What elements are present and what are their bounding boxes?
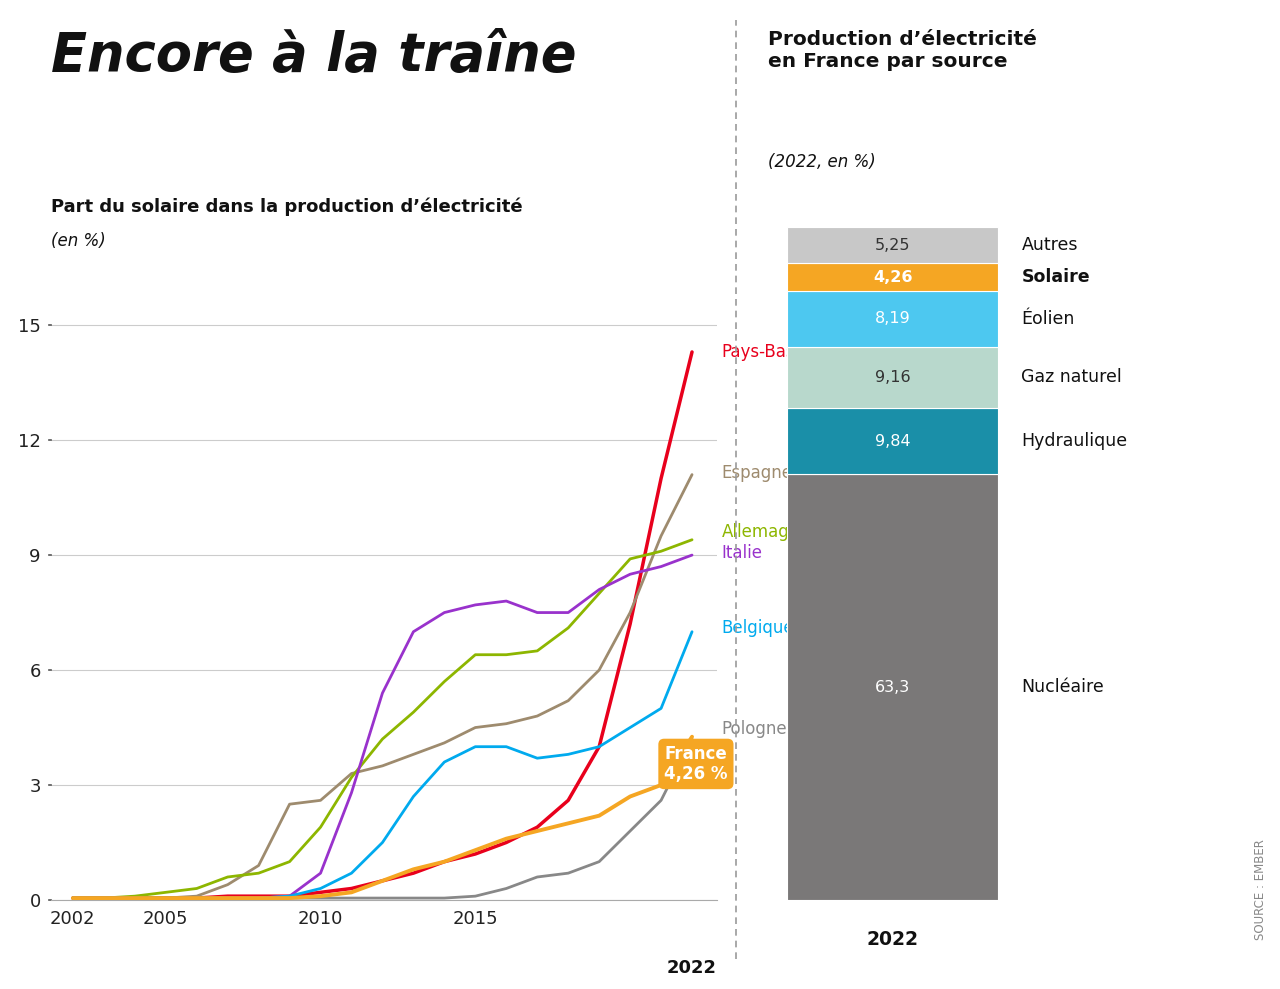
Text: Pologne: Pologne — [722, 720, 787, 739]
Bar — [787, 263, 998, 292]
Bar — [787, 475, 998, 900]
Text: Nucléaire: Nucléaire — [1021, 678, 1105, 696]
Text: 63,3: 63,3 — [876, 679, 910, 694]
Text: Italie: Italie — [722, 544, 763, 562]
Text: 5,25: 5,25 — [876, 237, 910, 252]
Text: 9,16: 9,16 — [876, 370, 910, 385]
Text: Solaire: Solaire — [1021, 268, 1091, 286]
Bar — [787, 292, 998, 346]
Text: Allemagne: Allemagne — [722, 523, 810, 541]
Bar — [787, 227, 998, 263]
Text: (en %): (en %) — [51, 232, 106, 250]
Bar — [787, 408, 998, 475]
Text: (2022, en %): (2022, en %) — [768, 153, 876, 171]
Text: 4,26: 4,26 — [873, 270, 913, 285]
Text: Encore à la traîne: Encore à la traîne — [51, 30, 577, 82]
Text: Hydraulique: Hydraulique — [1021, 432, 1128, 450]
Text: 9,84: 9,84 — [876, 434, 910, 449]
Text: Espagne: Espagne — [722, 464, 792, 482]
Text: Production d’électricité
en France par source: Production d’électricité en France par s… — [768, 30, 1037, 70]
Text: Éolien: Éolien — [1021, 310, 1075, 328]
Text: Part du solaire dans la production d’électricité: Part du solaire dans la production d’éle… — [51, 198, 522, 217]
Bar — [787, 346, 998, 408]
Text: Belgique: Belgique — [722, 619, 794, 637]
Text: SOURCE : EMBER: SOURCE : EMBER — [1254, 839, 1267, 940]
Text: Pays-Bas: Pays-Bas — [722, 343, 795, 361]
Text: 2022: 2022 — [867, 931, 919, 949]
Text: France
4,26 %: France 4,26 % — [664, 745, 727, 783]
Text: 2022: 2022 — [667, 959, 717, 977]
Text: Gaz naturel: Gaz naturel — [1021, 368, 1123, 387]
Text: Autres: Autres — [1021, 236, 1078, 254]
Text: 8,19: 8,19 — [876, 312, 910, 326]
